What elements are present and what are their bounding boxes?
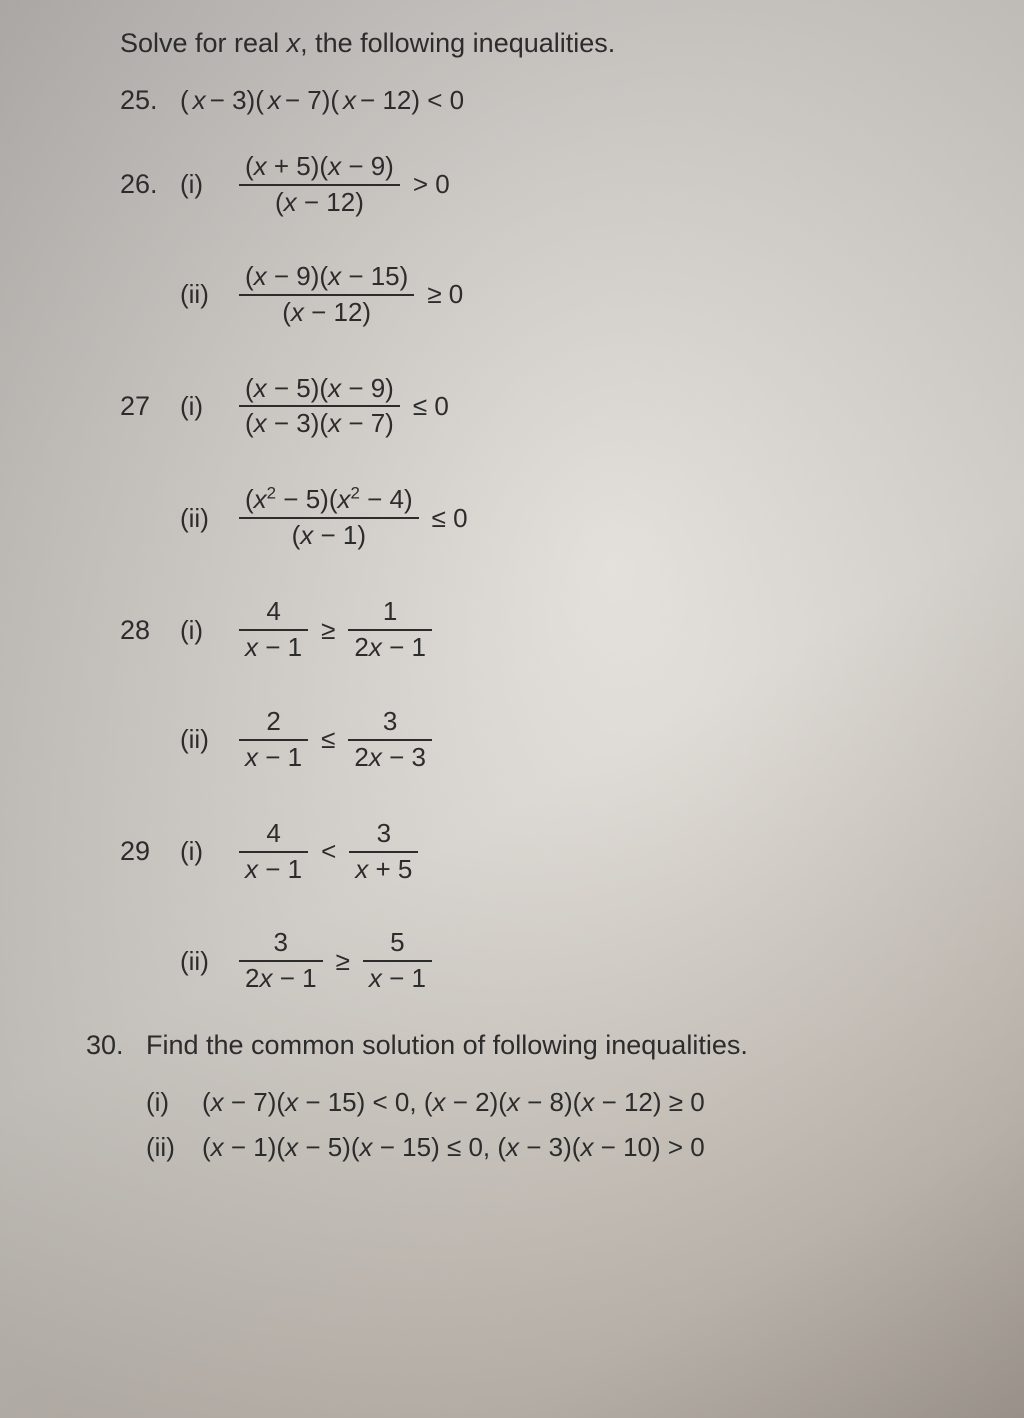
fraction-left: 2 x − 1 [239, 705, 308, 775]
expression: 2 x − 1 ≤ 3 2x − 3 [236, 705, 435, 775]
question-26-i: 26. (i) (x + 5)(x − 9) (x − 12) > 0 [120, 150, 984, 220]
fraction: (x − 5)(x − 9) (x − 3)(x − 7) [239, 372, 400, 442]
expression: 4 x − 1 < 3 x + 5 [236, 817, 421, 887]
page-content: Solve for real x, the following inequali… [0, 0, 1024, 1215]
sub-label: (i) [180, 615, 236, 646]
expression: (x2 − 5)(x2 − 4) (x − 1) ≤ 0 [236, 483, 474, 553]
expression: 3 2x − 1 ≥ 5 x − 1 [236, 926, 435, 996]
question-number: 30. [86, 1030, 146, 1061]
sub-label: (ii) [180, 724, 236, 755]
relation: > 0 [413, 169, 450, 200]
relation: ≥ [336, 946, 350, 977]
question-number: 28 [120, 615, 180, 646]
fraction: (x2 − 5)(x2 − 4) (x − 1) [239, 483, 419, 553]
relation: ≤ 0 [432, 503, 468, 534]
fraction-right: 5 x − 1 [363, 926, 432, 996]
question-29-i: 29 (i) 4 x − 1 < 3 x + 5 [120, 817, 984, 887]
sub-label: (ii) [180, 946, 236, 977]
sub-label: (i) [180, 391, 236, 422]
question-27-ii: (ii) (x2 − 5)(x2 − 4) (x − 1) ≤ 0 [120, 483, 984, 553]
fraction: (x − 9)(x − 15) (x − 12) [239, 260, 414, 330]
question-number: 26. [120, 169, 180, 200]
question-28-ii: (ii) 2 x − 1 ≤ 3 2x − 3 [120, 705, 984, 775]
relation: ≥ [321, 615, 335, 646]
sub-label: (ii) [180, 503, 236, 534]
question-30-text: Find the common solution of following in… [146, 1030, 748, 1061]
expression: (x − 3)(x − 7)(x − 12) < 0 [180, 85, 464, 116]
question-30: 30. Find the common solution of followin… [86, 1030, 984, 1061]
question-30-ii: (ii) (x − 1)(x − 5)(x − 15) ≤ 0, (x − 3)… [146, 1132, 984, 1163]
fraction-right: 3 x + 5 [349, 817, 418, 887]
question-28-i: 28 (i) 4 x − 1 ≥ 1 2x − 1 [120, 595, 984, 665]
sub-label: (i) [146, 1087, 202, 1118]
question-29-ii: (ii) 3 2x − 1 ≥ 5 x − 1 [120, 926, 984, 996]
relation: ≥ 0 [427, 279, 463, 310]
question-30-i: (i) (x − 7)(x − 15) < 0, (x − 2)(x − 8)(… [146, 1087, 984, 1118]
expression: (x + 5)(x − 9) (x − 12) > 0 [236, 150, 456, 220]
question-25: 25. (x − 3)(x − 7)(x − 12) < 0 [120, 85, 984, 116]
relation: ≤ [321, 724, 335, 755]
sub-label: (ii) [180, 279, 236, 310]
fraction-left: 3 2x − 1 [239, 926, 323, 996]
question-26-ii: (ii) (x − 9)(x − 15) (x − 12) ≥ 0 [120, 260, 984, 330]
question-number: 25. [120, 85, 180, 116]
sub-label: (ii) [146, 1132, 202, 1163]
fraction-left: 4 x − 1 [239, 595, 308, 665]
expression: (x − 7)(x − 15) < 0, (x − 2)(x − 8)(x − … [202, 1087, 705, 1118]
sub-label: (i) [180, 836, 236, 867]
expression: (x − 1)(x − 5)(x − 15) ≤ 0, (x − 3)(x − … [202, 1132, 705, 1163]
fraction-right: 1 2x − 1 [348, 595, 432, 665]
expression: (x − 9)(x − 15) (x − 12) ≥ 0 [236, 260, 469, 330]
question-number: 29 [120, 836, 180, 867]
relation: ≤ 0 [413, 391, 449, 422]
question-number: 27 [120, 391, 180, 422]
fraction-left: 4 x − 1 [239, 817, 308, 887]
expression: 4 x − 1 ≥ 1 2x − 1 [236, 595, 435, 665]
fraction-right: 3 2x − 3 [348, 705, 432, 775]
instruction-line: Solve for real x, the following inequali… [120, 28, 984, 59]
question-27-i: 27 (i) (x − 5)(x − 9) (x − 3)(x − 7) ≤ 0 [120, 372, 984, 442]
fraction: (x + 5)(x − 9) (x − 12) [239, 150, 400, 220]
relation: < [321, 836, 336, 867]
sub-label: (i) [180, 169, 236, 200]
expression: (x − 5)(x − 9) (x − 3)(x − 7) ≤ 0 [236, 372, 455, 442]
